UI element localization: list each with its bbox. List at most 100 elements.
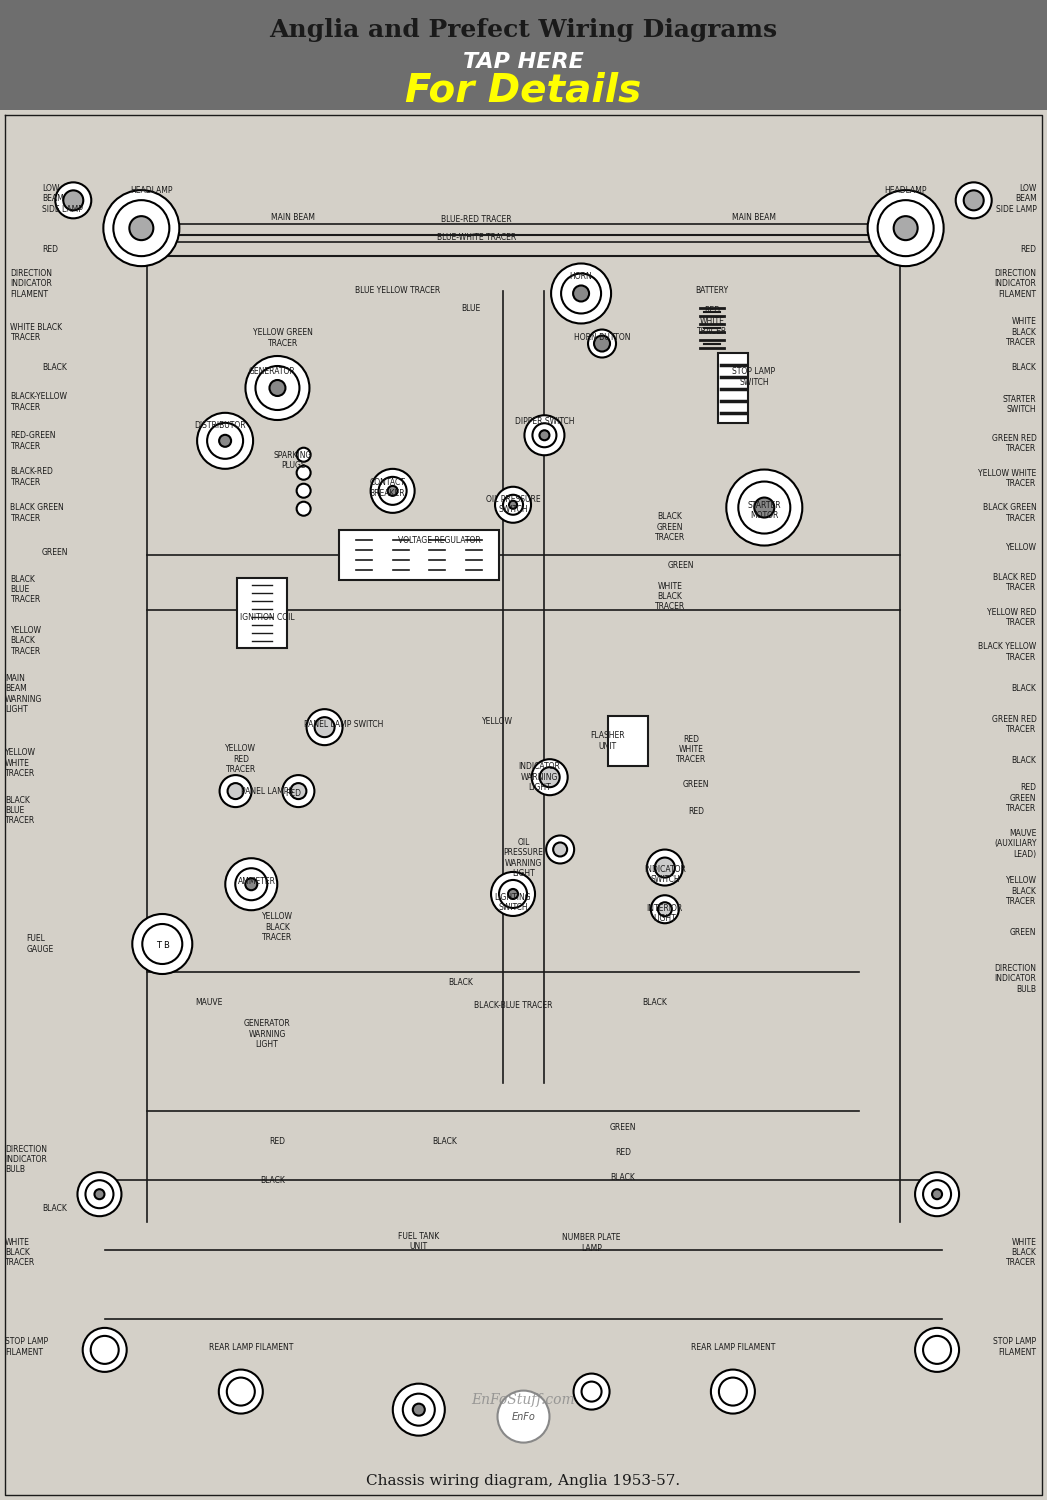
Circle shape (654, 858, 675, 877)
Text: GREEN RED
TRACER: GREEN RED TRACER (992, 714, 1037, 734)
Text: STOP LAMP
SWITCH: STOP LAMP SWITCH (732, 368, 776, 387)
Text: FLASHER
UNIT: FLASHER UNIT (589, 732, 625, 752)
Text: RED: RED (42, 244, 58, 254)
Text: BLACK: BLACK (448, 978, 473, 987)
Text: BLACK: BLACK (42, 1203, 67, 1212)
Circle shape (532, 759, 567, 795)
Text: HORN BUTTON: HORN BUTTON (574, 333, 630, 342)
Text: GREEN: GREEN (667, 561, 694, 570)
Circle shape (104, 190, 179, 266)
Text: STARTER
MOTOR: STARTER MOTOR (748, 501, 781, 520)
Text: BLACK GREEN
TRACER: BLACK GREEN TRACER (10, 504, 64, 524)
Circle shape (923, 1180, 951, 1208)
Circle shape (956, 183, 992, 219)
Text: BLACK: BLACK (1011, 756, 1037, 765)
Text: RED: RED (285, 789, 302, 798)
Text: IGNITION COIL: IGNITION COIL (240, 614, 294, 622)
Circle shape (533, 423, 556, 447)
Text: VOLTAGE REGULATOR: VOLTAGE REGULATOR (398, 537, 482, 546)
Text: Chassis wiring diagram, Anglia 1953-57.: Chassis wiring diagram, Anglia 1953-57. (366, 1474, 681, 1488)
Circle shape (296, 447, 311, 462)
Text: HEADLAMP: HEADLAMP (131, 186, 173, 195)
Text: YELLOW: YELLOW (1005, 543, 1037, 552)
Circle shape (290, 783, 307, 800)
Circle shape (963, 190, 984, 210)
Text: GREEN: GREEN (42, 548, 68, 556)
FancyBboxPatch shape (0, 110, 1047, 1500)
Text: For Details: For Details (405, 72, 642, 110)
Circle shape (197, 413, 253, 470)
Text: RED: RED (688, 807, 705, 816)
Text: T: T (156, 942, 161, 951)
Text: GREEN: GREEN (683, 780, 710, 789)
Circle shape (227, 783, 244, 800)
Text: Anglia and Prefect Wiring Diagrams: Anglia and Prefect Wiring Diagrams (269, 18, 778, 42)
Circle shape (227, 1377, 254, 1406)
Circle shape (658, 903, 672, 916)
Text: WHITE
BLACK
TRACER: WHITE BLACK TRACER (5, 1238, 36, 1268)
Circle shape (307, 710, 342, 746)
Text: GENERATOR: GENERATOR (249, 368, 295, 376)
Text: WHITE
BLACK
TRACER: WHITE BLACK TRACER (655, 582, 685, 612)
Circle shape (269, 380, 286, 396)
Text: RED-GREEN
TRACER: RED-GREEN TRACER (10, 430, 55, 450)
Text: MAUVE: MAUVE (196, 998, 223, 1006)
Text: INDICATOR
WARNING
LIGHT: INDICATOR WARNING LIGHT (518, 762, 560, 792)
Text: BATTERY: BATTERY (695, 286, 729, 296)
Circle shape (588, 330, 616, 357)
Circle shape (915, 1172, 959, 1216)
Circle shape (225, 858, 277, 910)
Text: BLACK-YELLOW
TRACER: BLACK-YELLOW TRACER (10, 392, 67, 411)
Text: DIRECTION
INDICATOR
BULB: DIRECTION INDICATOR BULB (995, 964, 1037, 993)
Text: BLACK GREEN
TRACER: BLACK GREEN TRACER (983, 504, 1037, 524)
Text: BLACK
BLUE
TRACER: BLACK BLUE TRACER (10, 574, 41, 604)
Circle shape (132, 914, 193, 974)
Circle shape (868, 190, 943, 266)
Circle shape (495, 488, 531, 524)
Circle shape (719, 1377, 747, 1406)
Circle shape (283, 776, 314, 807)
Circle shape (754, 498, 775, 517)
Text: YELLOW
RED
TRACER: YELLOW RED TRACER (225, 744, 257, 774)
Circle shape (574, 1374, 609, 1410)
Text: BLACK-BLUE TRACER: BLACK-BLUE TRACER (474, 1000, 552, 1010)
Text: PANEL LAMPS: PANEL LAMPS (241, 786, 293, 795)
Circle shape (651, 896, 678, 922)
Text: WHITE BLACK
TRACER: WHITE BLACK TRACER (10, 322, 63, 342)
Text: FUEL TANK
UNIT: FUEL TANK UNIT (398, 1232, 440, 1251)
Text: GREEN RED
TRACER: GREEN RED TRACER (992, 433, 1037, 453)
Text: OIL
PRESSURE
WARNING
LIGHT: OIL PRESSURE WARNING LIGHT (504, 837, 543, 878)
Circle shape (738, 482, 790, 534)
Text: STOP LAMP
FILAMENT: STOP LAMP FILAMENT (994, 1338, 1037, 1358)
Text: MAUVE
(AUXILIARY
LEAD): MAUVE (AUXILIARY LEAD) (994, 830, 1037, 860)
Text: BLUE YELLOW TRACER: BLUE YELLOW TRACER (355, 286, 441, 296)
Text: SPARKING
PLUGS: SPARKING PLUGS (274, 450, 312, 470)
Text: INDICATOR
SWITCH: INDICATOR SWITCH (644, 865, 686, 883)
Text: GREEN: GREEN (609, 1124, 637, 1132)
Text: MAIN BEAM: MAIN BEAM (732, 213, 776, 222)
Text: BLUE: BLUE (462, 304, 481, 313)
FancyBboxPatch shape (339, 530, 498, 580)
Circle shape (393, 1383, 445, 1435)
Circle shape (255, 366, 299, 410)
Text: REAR LAMP FILAMENT: REAR LAMP FILAMENT (691, 1342, 775, 1352)
Circle shape (547, 836, 574, 864)
Circle shape (296, 483, 311, 498)
Text: HEADLAMP: HEADLAMP (885, 186, 927, 195)
Text: BLACK: BLACK (1011, 684, 1037, 693)
Circle shape (581, 1382, 602, 1401)
Text: DIRECTION
INDICATOR
BULB: DIRECTION INDICATOR BULB (5, 1144, 47, 1174)
FancyBboxPatch shape (608, 716, 648, 766)
Text: STOP LAMP
FILAMENT: STOP LAMP FILAMENT (5, 1338, 48, 1358)
Text: YELLOW WHITE
TRACER: YELLOW WHITE TRACER (978, 468, 1037, 488)
Text: AMMETER: AMMETER (238, 878, 275, 886)
Circle shape (55, 183, 91, 219)
Circle shape (503, 495, 524, 514)
Text: BLACK: BLACK (432, 1137, 458, 1146)
Circle shape (573, 285, 589, 302)
Text: YELLOW
BLACK
TRACER: YELLOW BLACK TRACER (262, 912, 293, 942)
Circle shape (539, 430, 550, 441)
FancyBboxPatch shape (237, 578, 287, 648)
Text: EnFoStuff.com: EnFoStuff.com (472, 1394, 575, 1407)
Circle shape (413, 1404, 425, 1416)
